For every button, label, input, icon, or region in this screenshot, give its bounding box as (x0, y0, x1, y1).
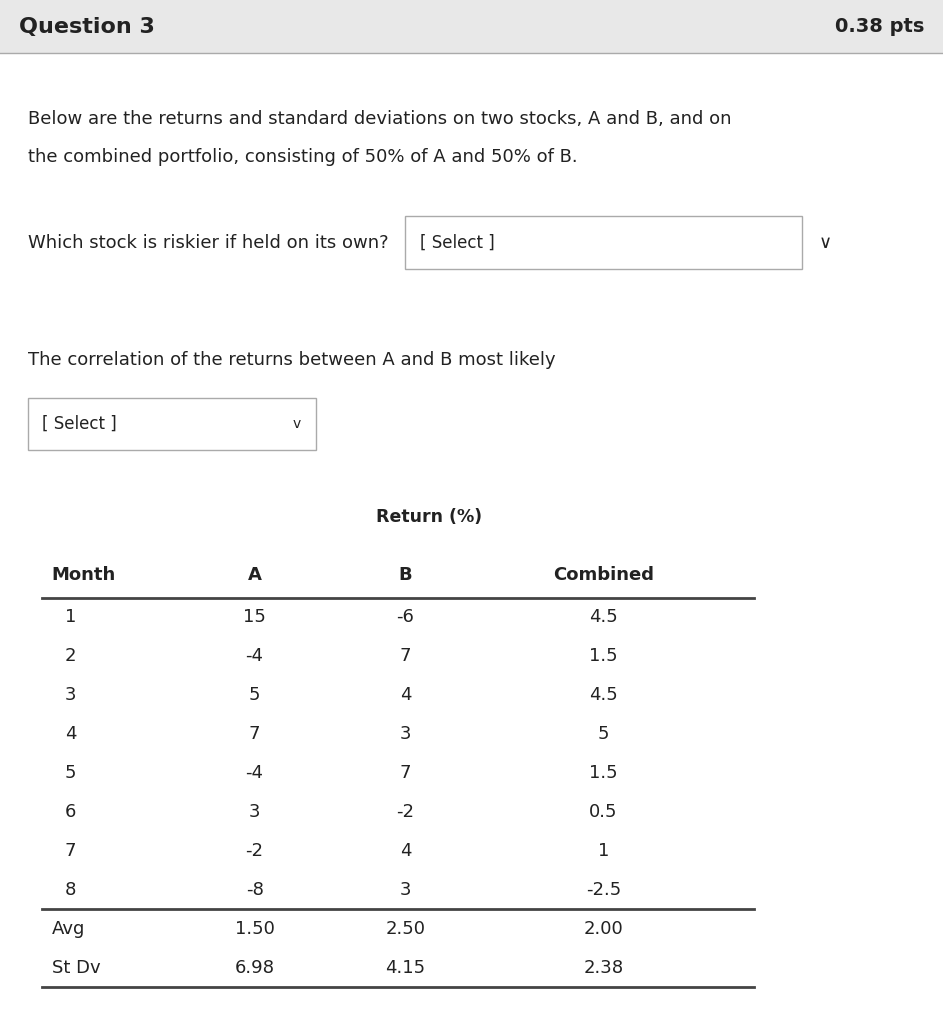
FancyBboxPatch shape (28, 398, 316, 450)
Text: 5: 5 (598, 725, 609, 743)
Text: -8: -8 (246, 881, 263, 899)
Text: 2: 2 (65, 647, 76, 666)
Text: 4.15: 4.15 (386, 958, 425, 977)
Text: 6.98: 6.98 (235, 958, 274, 977)
Text: Combined: Combined (553, 566, 654, 585)
Text: A: A (248, 566, 261, 585)
Text: Month: Month (52, 566, 116, 585)
Text: -6: -6 (397, 608, 414, 627)
Text: The correlation of the returns between A and B most likely: The correlation of the returns between A… (28, 351, 556, 370)
Text: 0.5: 0.5 (589, 803, 618, 821)
Text: 15: 15 (243, 608, 266, 627)
Text: 4: 4 (65, 725, 76, 743)
Text: -2: -2 (245, 842, 264, 860)
Text: Question 3: Question 3 (19, 16, 155, 37)
Text: [ Select ]: [ Select ] (42, 415, 117, 433)
Text: 8: 8 (65, 881, 76, 899)
Text: 4.5: 4.5 (589, 686, 618, 705)
Text: 7: 7 (400, 647, 411, 666)
Text: 1.50: 1.50 (235, 920, 274, 938)
FancyBboxPatch shape (0, 0, 943, 53)
Text: ∨: ∨ (819, 233, 832, 252)
Text: Avg: Avg (52, 920, 85, 938)
FancyBboxPatch shape (405, 216, 802, 269)
Text: 0.38 pts: 0.38 pts (835, 17, 924, 36)
Text: -2: -2 (396, 803, 415, 821)
Text: 5: 5 (249, 686, 260, 705)
Text: 2.38: 2.38 (584, 958, 623, 977)
Text: 3: 3 (400, 881, 411, 899)
Text: [ Select ]: [ Select ] (420, 233, 494, 252)
Text: 4.5: 4.5 (589, 608, 618, 627)
Text: 1.5: 1.5 (589, 764, 618, 782)
Text: 7: 7 (249, 725, 260, 743)
Text: 3: 3 (65, 686, 76, 705)
Text: 3: 3 (249, 803, 260, 821)
Text: 3: 3 (400, 725, 411, 743)
Text: Return (%): Return (%) (376, 508, 482, 526)
Text: -2.5: -2.5 (586, 881, 621, 899)
Text: 1: 1 (65, 608, 76, 627)
Text: 1: 1 (598, 842, 609, 860)
Text: v: v (292, 417, 301, 431)
Text: Which stock is riskier if held on its own?: Which stock is riskier if held on its ow… (28, 233, 389, 252)
Text: -4: -4 (245, 647, 264, 666)
Text: 4: 4 (400, 842, 411, 860)
Text: Below are the returns and standard deviations on two stocks, A and B, and on: Below are the returns and standard devia… (28, 110, 732, 128)
Text: 6: 6 (65, 803, 76, 821)
Text: the combined portfolio, consisting of 50% of A and 50% of B.: the combined portfolio, consisting of 50… (28, 148, 578, 167)
Text: -4: -4 (245, 764, 264, 782)
Text: 5: 5 (65, 764, 76, 782)
Text: 7: 7 (400, 764, 411, 782)
Text: St Dv: St Dv (52, 958, 101, 977)
Text: B: B (399, 566, 412, 585)
Text: 4: 4 (400, 686, 411, 705)
Text: 2.00: 2.00 (584, 920, 623, 938)
Text: 2.50: 2.50 (386, 920, 425, 938)
Text: 1.5: 1.5 (589, 647, 618, 666)
Text: 7: 7 (65, 842, 76, 860)
